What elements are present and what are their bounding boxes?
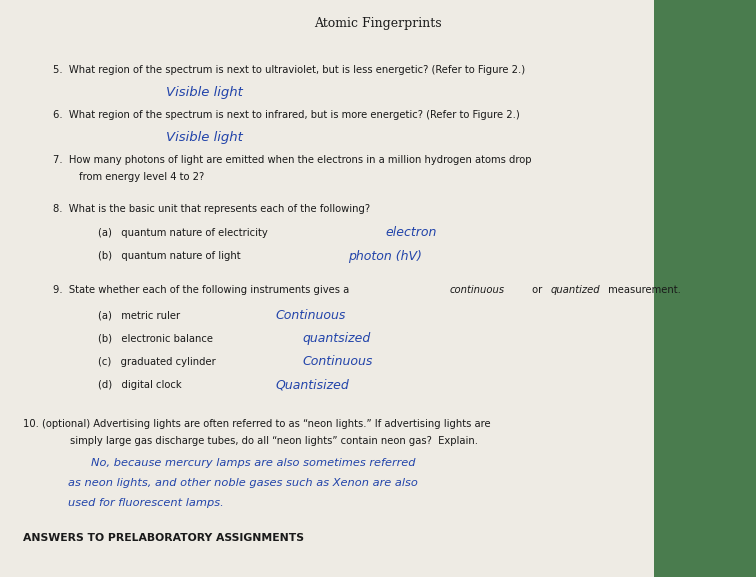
Text: 5.  What region of the spectrum is next to ultraviolet, but is less energetic? (: 5. What region of the spectrum is next t… bbox=[53, 65, 525, 76]
Text: measurement.: measurement. bbox=[605, 285, 680, 295]
Text: used for fluorescent lamps.: used for fluorescent lamps. bbox=[68, 498, 224, 508]
Text: ANSWERS TO PRELABORATORY ASSIGNMENTS: ANSWERS TO PRELABORATORY ASSIGNMENTS bbox=[23, 533, 304, 543]
Text: electron: electron bbox=[386, 226, 437, 239]
Text: Visible light: Visible light bbox=[166, 86, 243, 99]
Text: Quantisized: Quantisized bbox=[276, 379, 350, 391]
Text: (b)   electronic balance: (b) electronic balance bbox=[98, 334, 213, 344]
Text: 10. (optional) Advertising lights are often referred to as “neon lights.” If adv: 10. (optional) Advertising lights are of… bbox=[23, 419, 491, 429]
Text: simply large gas discharge tubes, do all “neon lights” contain neon gas?  Explai: simply large gas discharge tubes, do all… bbox=[70, 436, 479, 447]
Text: quantized: quantized bbox=[550, 285, 600, 295]
Text: 9.  State whether each of the following instruments gives a: 9. State whether each of the following i… bbox=[53, 285, 352, 295]
Text: as neon lights, and other noble gases such as Xenon are also: as neon lights, and other noble gases su… bbox=[68, 478, 418, 488]
Text: photon (hV): photon (hV) bbox=[348, 250, 422, 263]
Text: continuous: continuous bbox=[450, 285, 505, 295]
Text: (a)   quantum nature of electricity: (a) quantum nature of electricity bbox=[98, 227, 268, 238]
Bar bbox=[654, 0, 756, 577]
Text: or: or bbox=[529, 285, 546, 295]
Text: (b)   quantum nature of light: (b) quantum nature of light bbox=[98, 251, 241, 261]
Text: Atomic Fingerprints: Atomic Fingerprints bbox=[314, 17, 442, 29]
Text: 7.  How many photons of light are emitted when the electrons in a million hydrog: 7. How many photons of light are emitted… bbox=[53, 155, 531, 166]
Text: Continuous: Continuous bbox=[302, 355, 373, 368]
Text: (d)   digital clock: (d) digital clock bbox=[98, 380, 182, 390]
Text: 8.  What is the basic unit that represents each of the following?: 8. What is the basic unit that represent… bbox=[53, 204, 370, 214]
Text: quantsized: quantsized bbox=[302, 332, 370, 345]
Text: No, because mercury lamps are also sometimes referred: No, because mercury lamps are also somet… bbox=[91, 458, 415, 468]
Text: (c)   graduated cylinder: (c) graduated cylinder bbox=[98, 357, 216, 367]
Text: 6.  What region of the spectrum is next to infrared, but is more energetic? (Ref: 6. What region of the spectrum is next t… bbox=[53, 110, 519, 121]
Text: Continuous: Continuous bbox=[276, 309, 346, 322]
Text: Visible light: Visible light bbox=[166, 131, 243, 144]
Text: from energy level 4 to 2?: from energy level 4 to 2? bbox=[79, 172, 205, 182]
Text: (a)   metric ruler: (a) metric ruler bbox=[98, 310, 181, 321]
